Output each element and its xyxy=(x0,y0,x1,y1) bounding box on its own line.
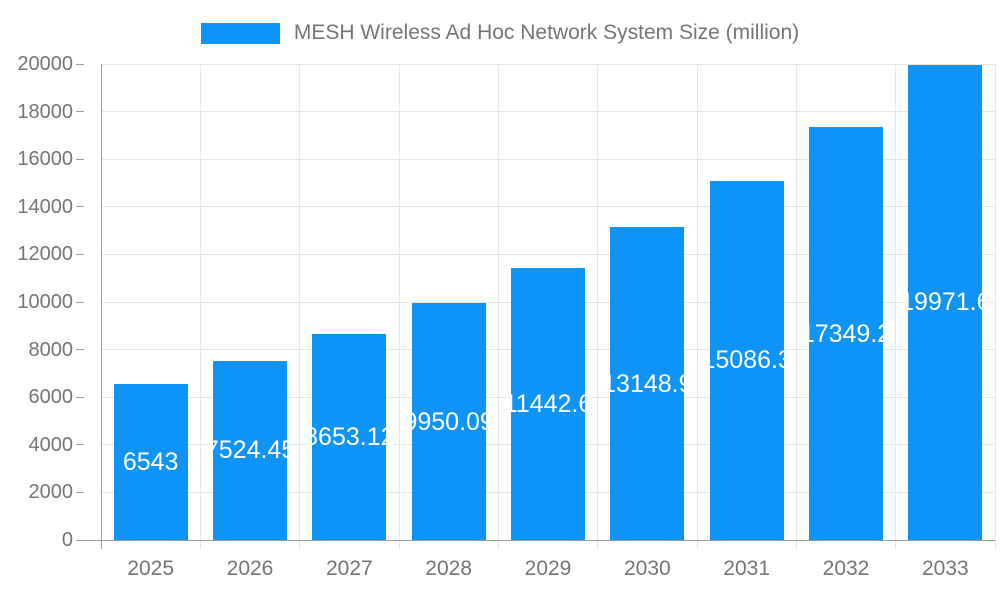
gridline-horizontal xyxy=(101,206,995,208)
x-axis-label: 2025 xyxy=(127,557,175,580)
y-axis-tick xyxy=(76,396,84,398)
bar-value-label: 8653.12 xyxy=(304,423,395,452)
bar[interactable] xyxy=(809,127,883,540)
x-axis-line xyxy=(84,539,995,541)
gridline-horizontal xyxy=(101,63,995,65)
bar[interactable] xyxy=(511,267,585,540)
bar[interactable] xyxy=(113,384,188,540)
x-axis-label: 2031 xyxy=(723,557,771,580)
gridline-vertical xyxy=(597,64,599,549)
gridline-vertical xyxy=(299,64,301,549)
gridline-horizontal xyxy=(101,111,995,113)
legend-swatch xyxy=(200,22,280,44)
bar[interactable] xyxy=(709,180,784,540)
y-axis-tick xyxy=(76,349,84,351)
bar[interactable] xyxy=(213,360,287,540)
gridline-vertical xyxy=(795,64,797,549)
y-axis-label: 12000 xyxy=(17,243,73,266)
y-axis-tick xyxy=(76,491,84,493)
bar[interactable] xyxy=(411,303,486,540)
y-axis-label: 20000 xyxy=(17,53,73,75)
bar[interactable] xyxy=(908,64,983,540)
bar[interactable] xyxy=(312,334,387,540)
y-axis-label: 6000 xyxy=(28,386,74,409)
y-axis-tick xyxy=(76,158,84,160)
bar-value-label: 19971.6 xyxy=(900,288,991,317)
legend[interactable]: MESH Wireless Ad Hoc Network System Size… xyxy=(0,21,1000,45)
y-axis-label: 14000 xyxy=(17,195,73,218)
gridline-horizontal xyxy=(101,158,995,160)
gridline-vertical xyxy=(497,64,499,549)
y-axis-label: 2000 xyxy=(28,481,74,504)
gridline-vertical xyxy=(398,64,400,549)
y-axis-tick xyxy=(76,253,84,255)
x-axis-label: 2026 xyxy=(226,557,274,580)
y-axis-tick xyxy=(76,206,84,208)
x-axis-label: 2033 xyxy=(921,557,969,580)
y-axis-tick xyxy=(76,301,84,303)
y-axis-line xyxy=(100,64,102,549)
legend-label: MESH Wireless Ad Hoc Network System Size… xyxy=(293,21,800,44)
y-axis-label: 10000 xyxy=(17,291,73,313)
bar[interactable] xyxy=(610,227,685,540)
y-axis-tick xyxy=(76,111,84,113)
gridline-vertical xyxy=(696,64,698,549)
bar-value-label: 15086.3 xyxy=(701,346,792,375)
bar-value-label: 13148.9 xyxy=(602,369,693,398)
bar-value-label: 7524.45 xyxy=(204,436,296,465)
y-axis-label: 8000 xyxy=(28,338,74,361)
x-axis-label: 2030 xyxy=(623,557,671,580)
gridline-horizontal xyxy=(101,253,995,255)
bar-value-label: 11442.6 xyxy=(503,389,593,418)
x-axis-label: 2028 xyxy=(425,557,473,580)
x-axis-label: 2029 xyxy=(524,557,572,580)
bar-value-label: 9950.09 xyxy=(403,407,494,436)
y-axis-tick xyxy=(76,63,84,65)
gridline-vertical xyxy=(895,64,897,549)
y-axis-tick xyxy=(76,444,84,446)
x-axis-label: 2027 xyxy=(325,557,373,580)
bar-value-label: 17349.2 xyxy=(800,319,892,348)
bar-value-label: 6543 xyxy=(122,448,179,477)
gridline-vertical xyxy=(199,64,201,549)
y-axis-label: 4000 xyxy=(28,433,74,456)
x-axis-label: 2032 xyxy=(822,557,870,580)
y-axis-tick xyxy=(76,539,84,541)
gridline-vertical xyxy=(994,64,996,549)
y-axis-label: 18000 xyxy=(17,100,73,123)
y-axis-label: 0 xyxy=(61,529,73,551)
y-axis-label: 16000 xyxy=(17,148,73,171)
